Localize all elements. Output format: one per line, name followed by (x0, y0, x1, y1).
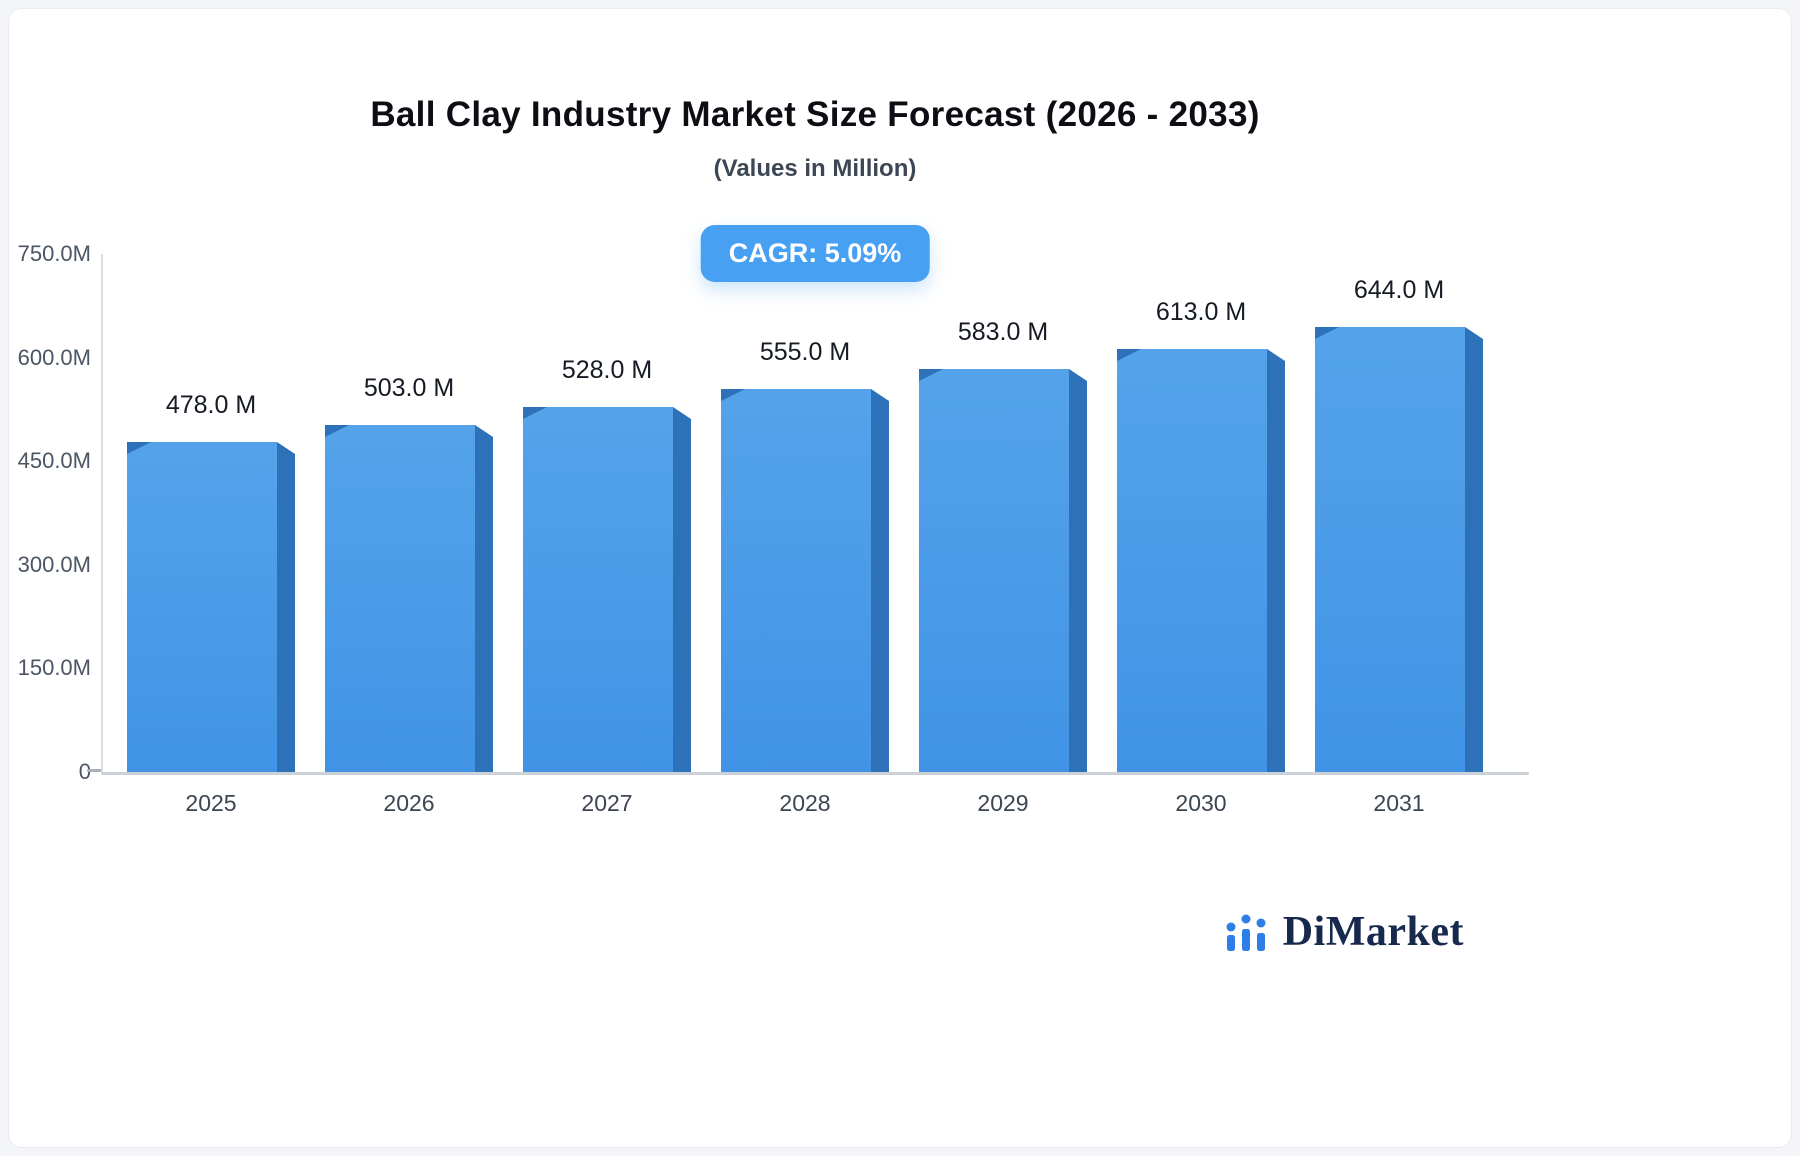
bar-group: 583.0 M (919, 318, 1087, 772)
bar-group: 644.0 M (1315, 276, 1483, 772)
bar (523, 407, 691, 772)
bar-value-label: 503.0 M (363, 374, 455, 402)
brand-logo: DiMarket (1225, 907, 1464, 953)
bar (1315, 327, 1483, 772)
y-axis-tick-label: 600.0M (17, 344, 91, 370)
y-axis-tick-label: 300.0M (17, 551, 91, 577)
bar (127, 442, 295, 772)
x-axis-label: 2026 (383, 790, 435, 816)
chart-card: Ball Clay Industry Market Size Forecast … (8, 8, 1792, 1148)
bar-chart-dots-icon (1226, 914, 1266, 951)
bar-value-label: 555.0 M (759, 338, 851, 366)
chart-subtitle: (Values in Million) (713, 155, 917, 182)
y-axis: 0 150.0M 300.0M 450.0M 600.0M 750.0M (9, 9, 91, 1147)
bar-value-label: 478.0 M (165, 391, 257, 419)
bar (919, 369, 1087, 772)
y-axis-tick-label: 0 (78, 759, 91, 784)
bar (721, 389, 889, 772)
plot-area: 478.0 M 2025 503.0 M 2026 528.0 M 2027 555.0 M… (101, 254, 1529, 816)
x-axis-label: 2030 (1175, 790, 1227, 816)
bar-group: 503.0 M (325, 374, 493, 772)
y-axis-tick-label: 150.0M (17, 655, 91, 681)
y-axis-tick-label: 750.0M (17, 241, 91, 266)
x-axis-line (101, 772, 1529, 775)
bar-group: 555.0 M (721, 338, 889, 772)
brand-logo-text: DiMarket (1282, 909, 1464, 955)
bar-value-label: 583.0 M (957, 318, 1049, 346)
zero-tick-mark (87, 769, 102, 772)
y-axis-line (101, 254, 103, 772)
bar-group: 478.0 M (127, 391, 295, 772)
bar-value-label: 644.0 M (1353, 276, 1445, 304)
x-axis-label: 2029 (977, 790, 1029, 816)
bar-value-label: 613.0 M (1155, 298, 1247, 326)
bar-group: 613.0 M (1117, 298, 1285, 772)
bar-group: 528.0 M (523, 356, 691, 772)
x-axis-label: 2028 (779, 790, 831, 816)
x-axis-label: 2027 (581, 790, 633, 816)
bar-value-label: 528.0 M (561, 356, 653, 384)
bar (1117, 349, 1285, 772)
bar (325, 425, 493, 772)
x-axis-label: 2031 (1373, 790, 1425, 816)
x-axis-label: 2025 (185, 790, 237, 816)
chart-title: Ball Clay Industry Market Size Forecast … (370, 95, 1260, 134)
y-axis-tick-label: 450.0M (17, 448, 91, 474)
cagr-badge: CAGR: 5.09% (700, 225, 930, 282)
